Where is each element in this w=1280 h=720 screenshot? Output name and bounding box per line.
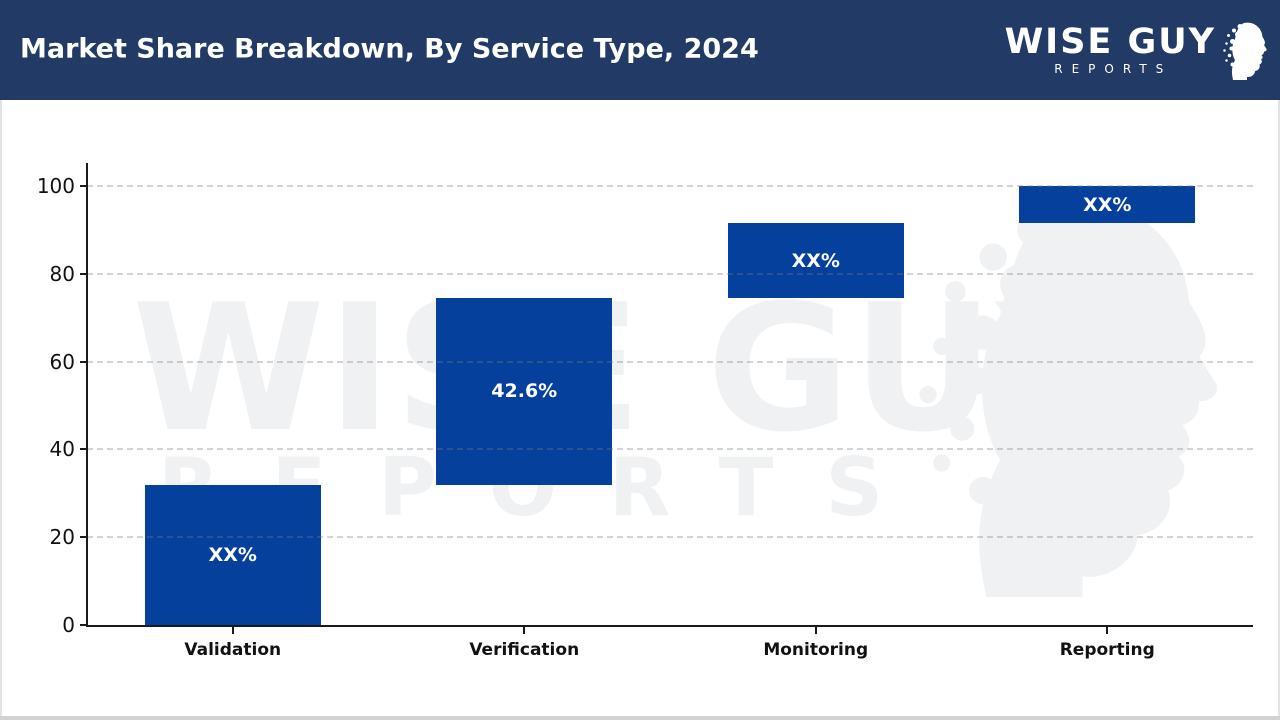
y-tick-label: 60 (49, 349, 75, 374)
y-tick-mark (80, 624, 87, 626)
y-tick-label: 20 (49, 525, 75, 550)
bar-value-label: XX% (791, 249, 840, 272)
x-tick-mark (231, 627, 234, 634)
bar-value-label: 42.6% (491, 380, 558, 403)
bar-validation: XX% (144, 484, 321, 625)
brand-logo: WISE GUY REPORTS (1005, 4, 1268, 96)
y-tick-label: 0 (62, 613, 75, 637)
gridline-20 (87, 536, 1253, 539)
gridline-40 (87, 448, 1253, 451)
brand-name: WISE GUY (1004, 22, 1216, 63)
head-profile-logo-icon (1218, 9, 1268, 91)
y-tick-mark (80, 360, 87, 363)
gridline-80 (87, 272, 1253, 275)
category-label-monitoring: Monitoring (763, 640, 869, 660)
y-tick-mark (80, 185, 87, 187)
y-tick-mark (80, 272, 87, 275)
header-bar: Market Share Breakdown, By Service Type,… (0, 0, 1280, 100)
x-tick-mark (1106, 627, 1109, 634)
gridline-100 (87, 185, 1253, 187)
category-label-reporting: Reporting (1059, 640, 1155, 660)
y-tick-mark (80, 448, 87, 451)
brand-logo-text: WISE GUY REPORTS (1005, 24, 1216, 76)
category-label-verification: Verification (469, 640, 580, 660)
brand-subname: REPORTS (1054, 61, 1173, 76)
x-tick-mark (814, 627, 817, 634)
x-axis-line (86, 625, 1253, 627)
watermark-head-profile-icon (880, 185, 1230, 597)
bar-verification: 42.6% (436, 297, 613, 485)
y-tick-label: 80 (49, 261, 75, 286)
bottom-border (0, 716, 1280, 720)
category-label-validation: Validation (184, 640, 282, 660)
x-tick-mark (523, 627, 526, 634)
bar-monitoring: XX% (727, 223, 904, 298)
y-tick-mark (80, 536, 87, 539)
y-tick-label: 40 (49, 437, 75, 462)
left-border (0, 100, 2, 720)
y-axis-line (86, 163, 88, 627)
gridline-60 (87, 360, 1253, 363)
chart-title: Market Share Breakdown, By Service Type,… (20, 33, 759, 65)
right-border (1278, 100, 1280, 720)
bar-reporting: XX% (1019, 186, 1196, 224)
bar-value-label: XX% (208, 543, 257, 566)
bar-value-label: XX% (1083, 193, 1132, 216)
y-tick-label: 100 (36, 174, 75, 198)
